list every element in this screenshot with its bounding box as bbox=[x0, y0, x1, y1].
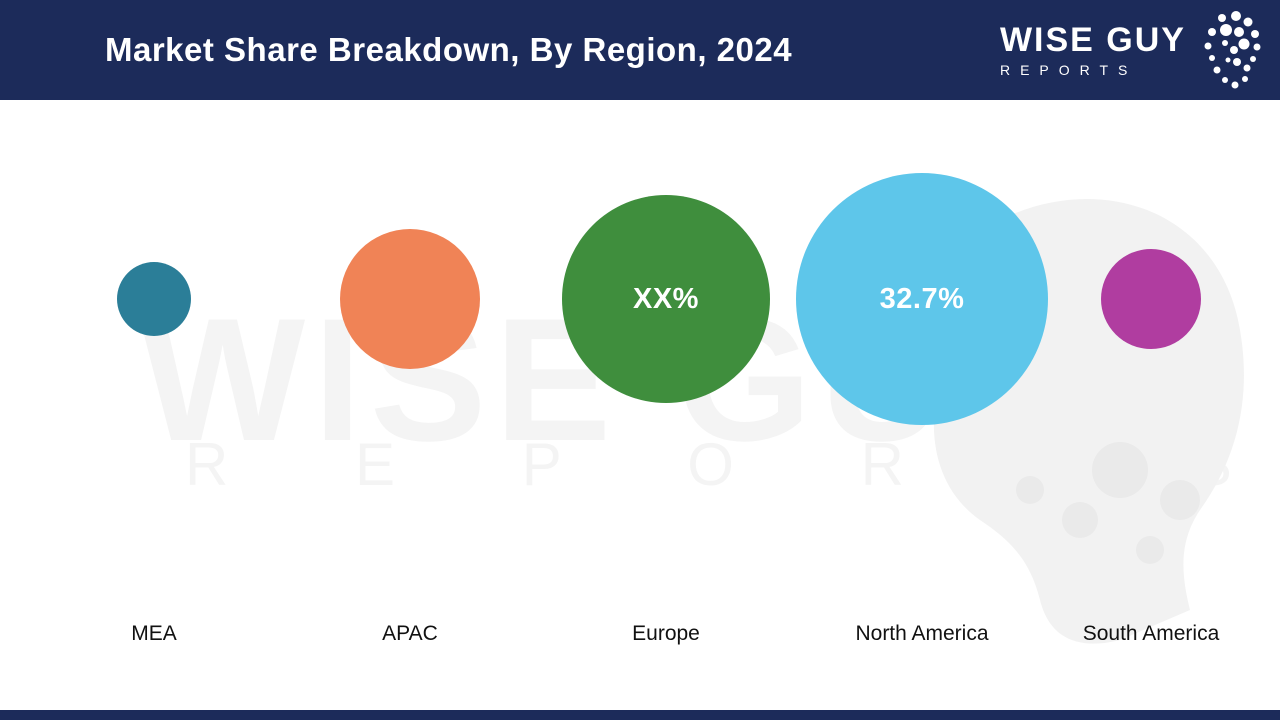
brand-logo: WISE GUY REPORTS bbox=[1000, 10, 1262, 90]
bubble-value-label-north-america: 32.7% bbox=[879, 282, 965, 315]
bubble-south-america bbox=[1101, 249, 1201, 349]
brand-logo-text: WISE GUY REPORTS bbox=[999, 21, 1186, 78]
region-label-north-america: North America bbox=[855, 622, 989, 645]
region-label-apac: APAC bbox=[382, 622, 438, 645]
bubble-apac bbox=[340, 229, 480, 369]
region-label-south-america: South America bbox=[1082, 622, 1220, 645]
region-label-mea: MEA bbox=[131, 622, 177, 645]
bubble-europe: XX% bbox=[562, 195, 770, 403]
head-dots-icon bbox=[1204, 11, 1261, 89]
bubble-north-america: 32.7% bbox=[796, 173, 1048, 425]
header-bar: Market Share Breakdown, By Region, 2024 … bbox=[0, 0, 1280, 100]
brand-name: WISE GUY bbox=[999, 21, 1186, 60]
bubble-mea bbox=[117, 262, 191, 336]
bubble-value-label-europe: XX% bbox=[633, 282, 699, 315]
footer-bar bbox=[0, 710, 1280, 720]
brand-subname: REPORTS bbox=[999, 61, 1138, 78]
region-label-europe: Europe bbox=[632, 622, 700, 645]
page-title: Market Share Breakdown, By Region, 2024 bbox=[105, 31, 793, 68]
